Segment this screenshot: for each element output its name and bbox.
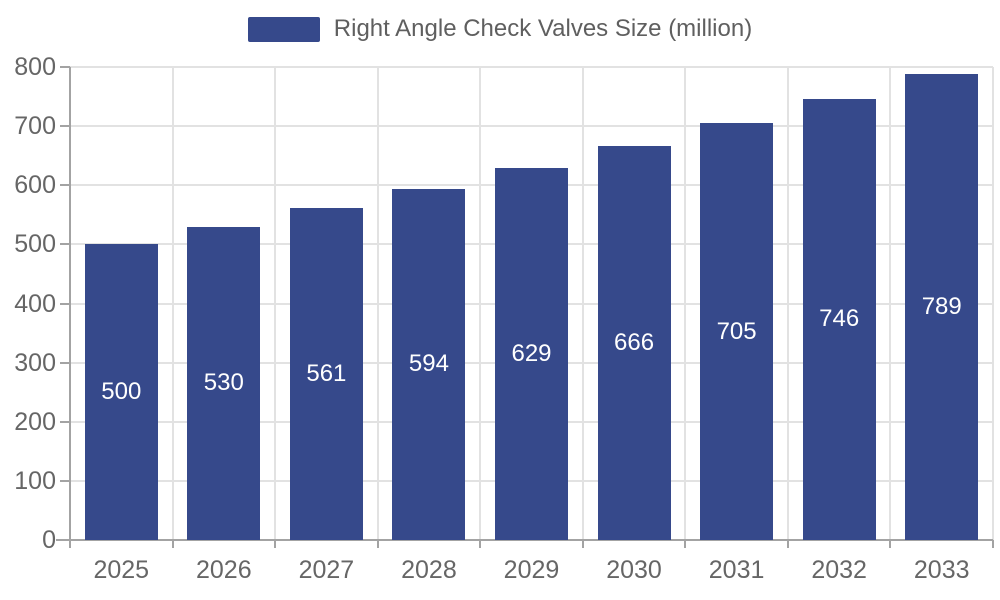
bar-value-label: 561: [306, 360, 347, 388]
y-tick-label: 400: [14, 289, 56, 318]
y-axis-tick: [60, 361, 70, 364]
bar[interactable]: [187, 226, 261, 540]
bar[interactable]: [802, 98, 876, 540]
y-tick-label: 500: [14, 230, 56, 259]
gridline-vertical: [684, 67, 687, 540]
gridline-vertical: [479, 67, 482, 540]
bar-value-label: 594: [408, 350, 449, 378]
gridline-vertical: [992, 67, 994, 540]
bar-value-label: 746: [819, 305, 860, 333]
y-tick-label: 600: [14, 171, 56, 200]
y-tick-label: 0: [42, 526, 56, 554]
legend-label: Right Angle Check Valves Size (million): [333, 15, 753, 42]
bar[interactable]: [700, 123, 774, 540]
bar-value-label: 500: [101, 378, 142, 406]
y-axis-tick: [60, 243, 70, 246]
x-axis-tick: [581, 540, 584, 548]
y-tick-label: 700: [14, 112, 56, 141]
x-axis-tick: [786, 540, 789, 548]
x-tick-label: 2025: [93, 556, 150, 584]
y-tick-label: 200: [14, 407, 56, 436]
x-tick-label: 2029: [503, 556, 560, 584]
x-tick-label: 2030: [606, 556, 662, 584]
x-axis-tick: [889, 540, 892, 548]
y-tick-label: 100: [14, 466, 56, 495]
gridline-horizontal: [70, 66, 993, 68]
y-axis-line: [69, 67, 71, 548]
bar-value-label: 629: [511, 340, 552, 368]
y-axis-tick: [60, 420, 70, 423]
bar[interactable]: [495, 168, 568, 540]
x-axis-tick: [684, 540, 687, 548]
x-axis-tick: [274, 540, 277, 548]
x-axis-tick: [171, 540, 174, 548]
gridline-vertical: [786, 67, 789, 540]
y-tick-label: 300: [14, 348, 56, 377]
y-axis-tick: [60, 125, 70, 128]
chart-legend[interactable]: Right Angle Check Valves Size (million): [0, 14, 1000, 44]
bar[interactable]: [392, 188, 466, 540]
gridline-vertical: [376, 67, 379, 540]
x-axis-tick: [992, 540, 994, 548]
bar[interactable]: [597, 146, 671, 540]
x-tick-label: 2028: [401, 556, 457, 584]
x-axis-line: [56, 539, 993, 541]
bar[interactable]: [84, 244, 158, 540]
x-tick-label: 2026: [196, 556, 252, 584]
bar-value-label: 705: [716, 317, 757, 345]
gridline-vertical: [274, 67, 277, 540]
gridline-vertical: [171, 67, 174, 540]
gridline-horizontal: [70, 125, 993, 128]
x-tick-label: 2033: [913, 556, 970, 584]
bar[interactable]: [289, 208, 363, 540]
bar-value-label: 530: [203, 369, 244, 397]
x-axis-tick: [479, 540, 482, 548]
legend-swatch-icon: [247, 16, 320, 42]
x-tick-label: 2032: [811, 556, 867, 584]
bar-value-label: 789: [921, 292, 962, 320]
gridline-vertical: [889, 67, 892, 540]
y-axis-tick: [60, 184, 70, 187]
x-tick-label: 2027: [298, 556, 355, 584]
gridline-vertical: [581, 67, 584, 540]
bar-value-label: 666: [614, 329, 655, 357]
y-tick-label: 800: [14, 53, 56, 81]
y-axis-tick: [60, 479, 70, 482]
bar[interactable]: [905, 73, 979, 540]
y-axis-tick: [60, 302, 70, 305]
x-tick-label: 2031: [708, 556, 765, 584]
y-axis-tick: [60, 66, 70, 68]
x-axis-tick: [376, 540, 379, 548]
